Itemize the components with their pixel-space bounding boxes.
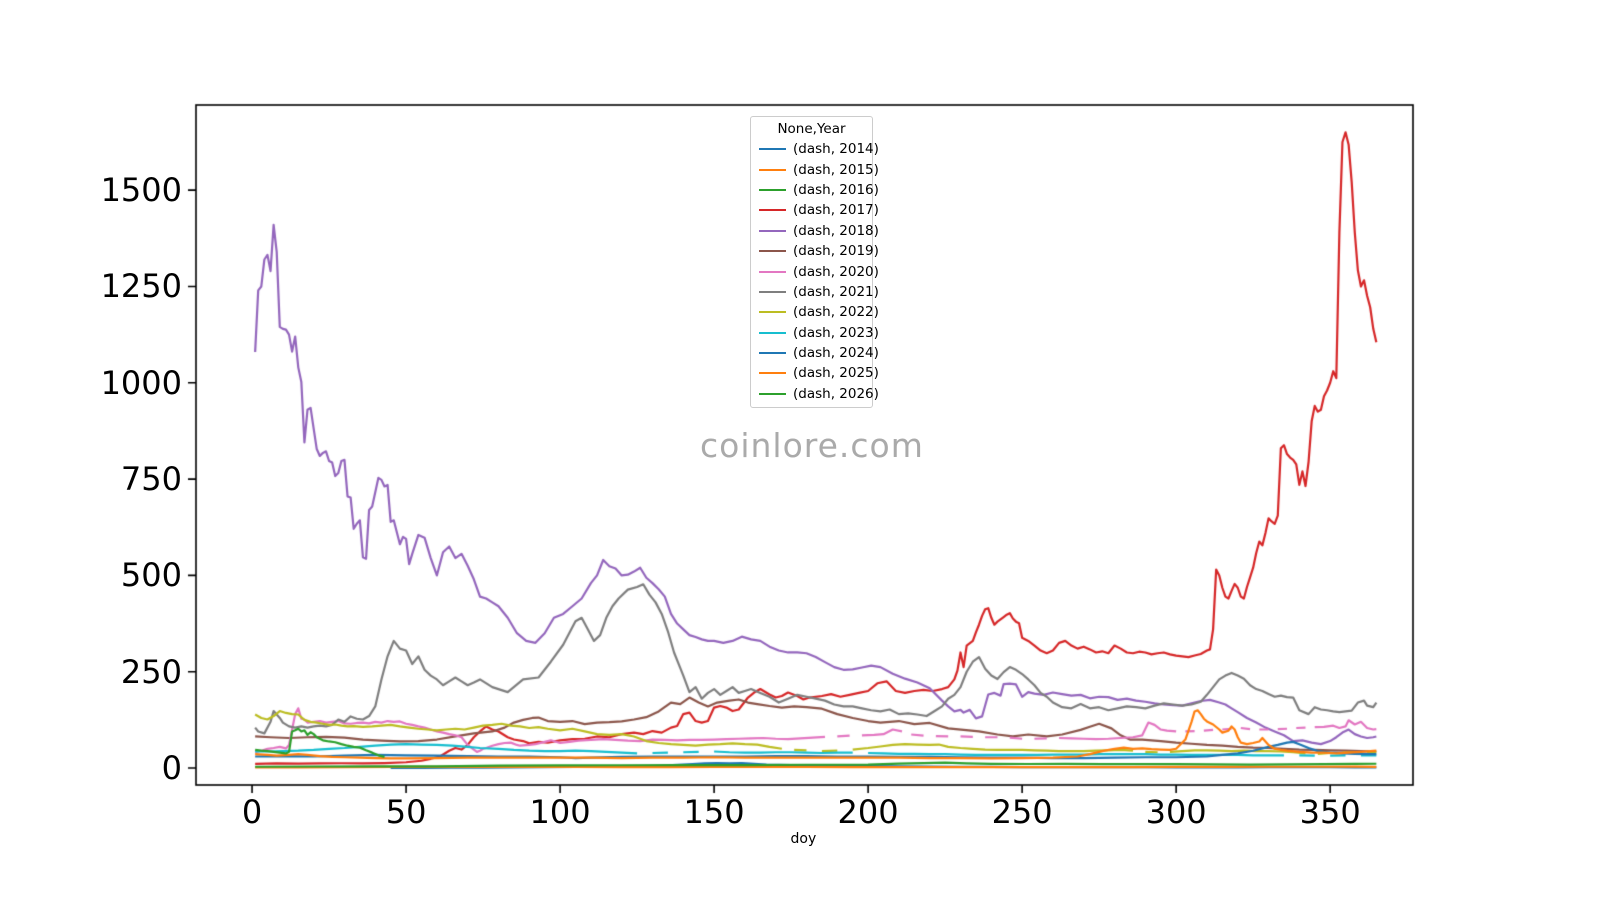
y-tick-label: 250 bbox=[120, 652, 182, 691]
legend-item-label: (dash, 2022) bbox=[793, 304, 879, 321]
y-tick-label: 1000 bbox=[100, 363, 182, 402]
x-tick-label: 0 bbox=[241, 793, 263, 831]
legend-item: (dash, 2020) bbox=[751, 261, 879, 281]
legend-item-label: (dash, 2025) bbox=[793, 365, 879, 382]
legend-item: (dash, 2023) bbox=[751, 323, 879, 343]
legend-line-swatch bbox=[759, 148, 786, 151]
legend-item: (dash, 2017) bbox=[751, 200, 879, 220]
legend-item-label: (dash, 2021) bbox=[793, 283, 879, 300]
legend-item: (dash, 2022) bbox=[751, 302, 879, 322]
x-tick-label: 150 bbox=[683, 793, 745, 831]
legend-item: (dash, 2021) bbox=[751, 282, 879, 302]
legend-line-swatch bbox=[759, 290, 786, 293]
legend-item: (dash, 2015) bbox=[751, 159, 879, 179]
legend-line-swatch bbox=[759, 209, 786, 212]
x-tick-label: 250 bbox=[991, 793, 1053, 831]
legend-item: (dash, 2024) bbox=[751, 343, 879, 363]
legend-line-swatch bbox=[759, 168, 786, 171]
legend-items: (dash, 2014) (dash, 2015) (dash, 2016) (das… bbox=[751, 139, 879, 404]
legend-item: (dash, 2019) bbox=[751, 241, 879, 261]
x-tick-label: 350 bbox=[1299, 793, 1361, 831]
legend-item-label: (dash, 2018) bbox=[793, 222, 879, 239]
legend-item-label: (dash, 2017) bbox=[793, 202, 879, 219]
legend-line-swatch bbox=[759, 392, 786, 395]
legend-item-label: (dash, 2024) bbox=[793, 345, 879, 362]
x-axis-label: doy bbox=[790, 831, 817, 847]
x-tick-label: 100 bbox=[529, 793, 591, 831]
legend-line-swatch bbox=[759, 270, 786, 273]
y-tick-label: 1250 bbox=[100, 267, 182, 306]
legend-item: (dash, 2025) bbox=[751, 363, 879, 383]
x-tick-label: 200 bbox=[837, 793, 899, 831]
legend-item-label: (dash, 2026) bbox=[793, 385, 879, 402]
legend-item-label: (dash, 2020) bbox=[793, 263, 879, 280]
legend-item-label: (dash, 2014) bbox=[793, 141, 879, 158]
legend-item: (dash, 2026) bbox=[751, 384, 879, 404]
watermark: coinlore.com bbox=[700, 426, 924, 465]
legend-line-swatch bbox=[759, 229, 786, 232]
y-tick-label: 0 bbox=[161, 749, 182, 788]
y-tick-label: 1500 bbox=[100, 171, 182, 210]
legend: None,Year (dash, 2014) (dash, 2015) (dash,… bbox=[750, 116, 879, 409]
legend-item: (dash, 2018) bbox=[751, 221, 879, 241]
x-tick-label: 300 bbox=[1145, 793, 1207, 831]
legend-item-label: (dash, 2019) bbox=[793, 243, 879, 260]
y-tick-label: 750 bbox=[120, 460, 182, 499]
legend-item-label: (dash, 2016) bbox=[793, 181, 879, 198]
legend-item-label: (dash, 2015) bbox=[793, 161, 879, 178]
legend-line-swatch bbox=[759, 250, 786, 253]
x-tick-label: 50 bbox=[385, 793, 427, 831]
legend-line-swatch bbox=[759, 372, 786, 375]
legend-line-swatch bbox=[759, 352, 786, 355]
legend-item: (dash, 2016) bbox=[751, 180, 879, 200]
legend-item-label: (dash, 2023) bbox=[793, 324, 879, 341]
legend-title: None,Year bbox=[777, 121, 846, 137]
legend-line-swatch bbox=[759, 331, 786, 334]
y-tick-label: 500 bbox=[120, 556, 182, 595]
legend-line-swatch bbox=[759, 311, 786, 314]
legend-item: (dash, 2014) bbox=[751, 139, 879, 159]
legend-line-swatch bbox=[759, 188, 786, 191]
